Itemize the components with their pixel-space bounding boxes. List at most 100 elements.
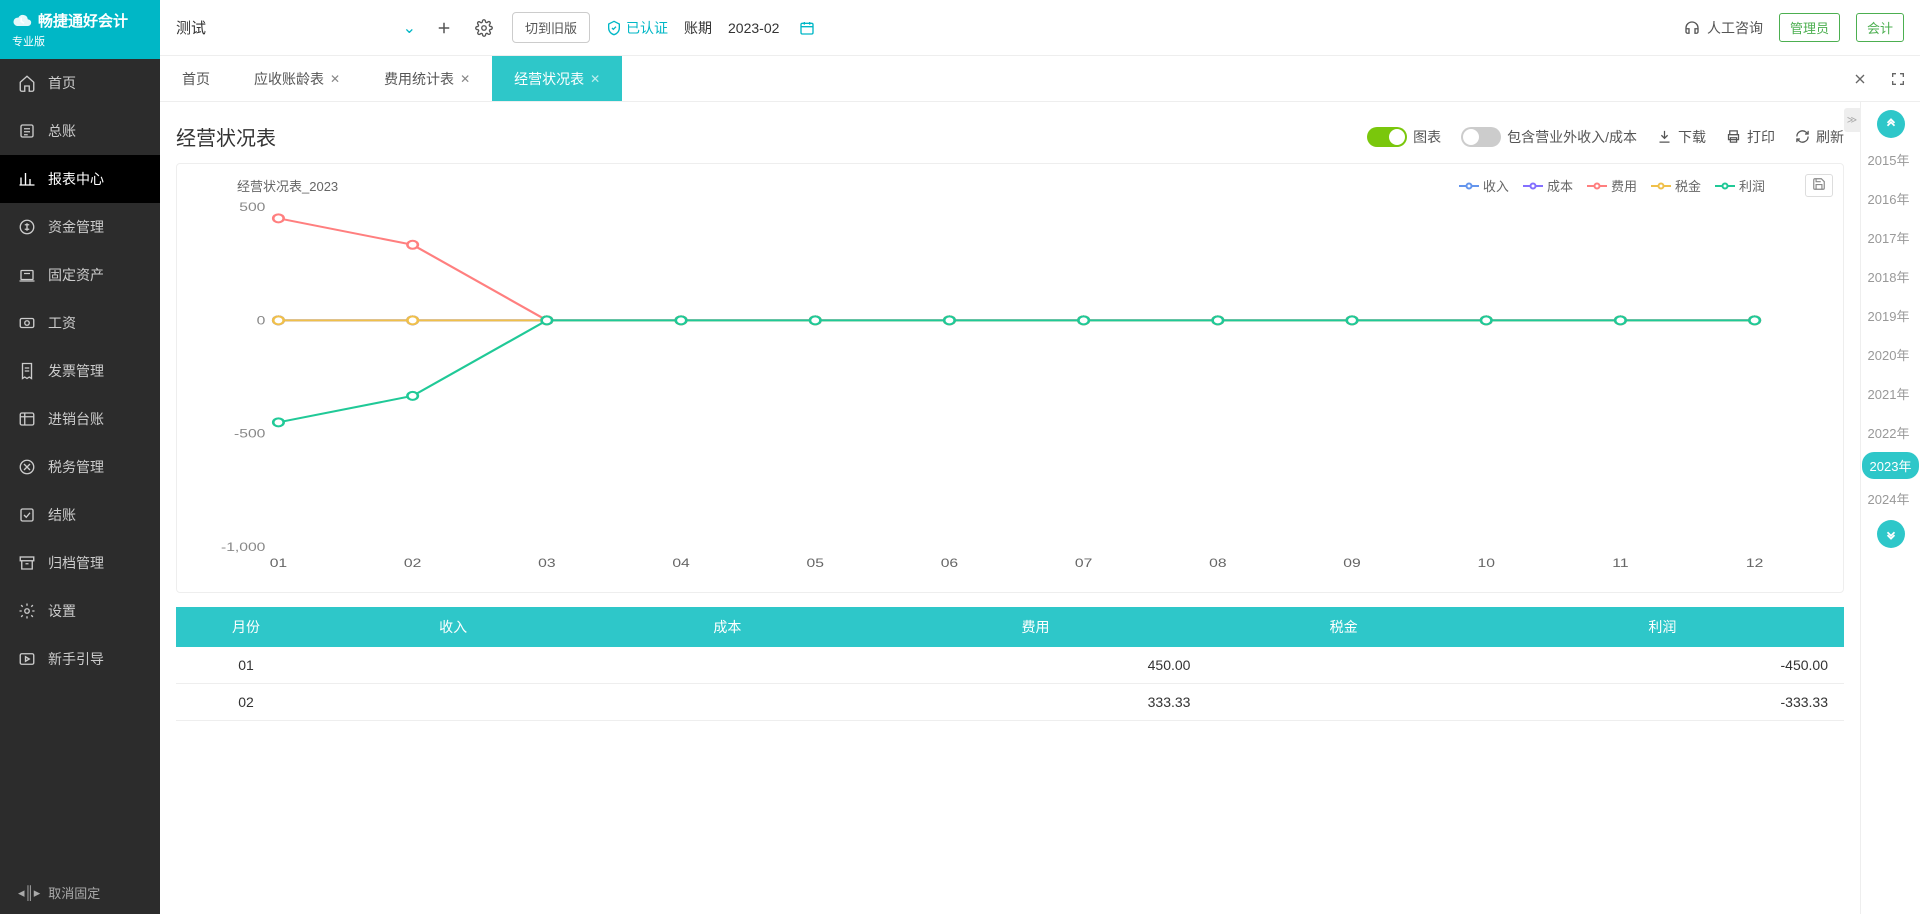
role-admin-badge[interactable]: 管理员 <box>1779 13 1840 42</box>
include-toggle[interactable]: 包含营业外收入/成本 <box>1461 127 1637 147</box>
sidebar-item-inventory[interactable]: 进销台账 <box>0 395 160 443</box>
download-icon <box>1657 129 1672 144</box>
sidebar-unpin[interactable]: ◂║▸ 取消固定 <box>0 871 160 914</box>
fullscreen-icon[interactable] <box>1884 65 1912 93</box>
legend-marker-icon <box>1523 181 1543 191</box>
table-cell <box>590 684 864 721</box>
chart-save-button[interactable] <box>1805 174 1833 197</box>
ledger-icon <box>18 122 36 140</box>
topbar: 测试 ⌄ 切到旧版 已认证 账期 2023-02 人工 <box>160 0 1920 56</box>
logo-area: 畅捷通好会计 专业版 <box>0 0 160 59</box>
role-accountant-badge[interactable]: 会计 <box>1856 13 1904 42</box>
data-table: 月份收入成本费用税金利润 01450.00-450.0002333.33-333… <box>176 607 1844 721</box>
tab-close-icon[interactable]: ✕ <box>460 72 470 86</box>
close-all-tabs-icon[interactable] <box>1846 65 1874 93</box>
company-selector[interactable]: 测试 ⌄ <box>176 17 416 38</box>
table-cell <box>1206 684 1480 721</box>
table-header: 利润 <box>1481 607 1844 647</box>
tab-item[interactable]: 首页 <box>160 56 232 101</box>
legend-item[interactable]: 费用 <box>1587 176 1637 195</box>
table-header: 成本 <box>590 607 864 647</box>
switch-old-button[interactable]: 切到旧版 <box>512 12 590 43</box>
chart-toggle[interactable]: 图表 <box>1367 127 1441 147</box>
tab-close-icon[interactable]: ✕ <box>330 72 340 86</box>
svg-text:06: 06 <box>941 556 959 570</box>
print-button[interactable]: 打印 <box>1726 127 1775 147</box>
year-item[interactable]: 2018年 <box>1862 257 1920 296</box>
toggle-off-icon <box>1461 127 1501 147</box>
svg-text:04: 04 <box>672 556 690 570</box>
refresh-button[interactable]: 刷新 <box>1795 127 1844 147</box>
legend-item[interactable]: 成本 <box>1523 176 1573 195</box>
svg-text:0: 0 <box>257 313 266 327</box>
sidebar-item-ledger[interactable]: 总账 <box>0 107 160 155</box>
sidebar-item-label: 税务管理 <box>48 457 104 477</box>
logo-icon <box>12 11 32 31</box>
download-button[interactable]: 下载 <box>1657 127 1706 147</box>
sidebar-item-funds[interactable]: 资金管理 <box>0 203 160 251</box>
legend-item[interactable]: 税金 <box>1651 176 1701 195</box>
legend-label: 利润 <box>1739 176 1765 195</box>
legend-label: 收入 <box>1483 176 1509 195</box>
close-icon <box>18 506 36 524</box>
chart-area: 经营状况表_2023 收入成本费用税金利润 -1,000-50005000102… <box>176 163 1844 593</box>
add-icon[interactable] <box>432 16 456 40</box>
legend-label: 费用 <box>1611 176 1637 195</box>
year-up-button[interactable] <box>1877 110 1905 138</box>
tab-item[interactable]: 费用统计表 ✕ <box>362 56 492 101</box>
svg-text:05: 05 <box>807 556 825 570</box>
sidebar-item-settings[interactable]: 设置 <box>0 587 160 635</box>
sidebar-item-label: 报表中心 <box>48 169 104 189</box>
calendar-icon[interactable] <box>795 16 819 40</box>
svg-text:12: 12 <box>1746 556 1764 570</box>
year-item[interactable]: 2021年 <box>1862 374 1920 413</box>
year-item[interactable]: 2015年 <box>1862 140 1920 179</box>
sidebar-item-home[interactable]: 首页 <box>0 59 160 107</box>
svg-text:500: 500 <box>239 200 265 214</box>
shield-icon <box>606 20 622 36</box>
sidebar-item-label: 归档管理 <box>48 553 104 573</box>
year-item[interactable]: 2017年 <box>1862 218 1920 257</box>
settings-icon <box>18 602 36 620</box>
consult-button[interactable]: 人工咨询 <box>1683 18 1763 38</box>
legend-item[interactable]: 利润 <box>1715 176 1765 195</box>
sidebar-item-report[interactable]: 报表中心 <box>0 155 160 203</box>
sidebar-item-label: 进销台账 <box>48 409 104 429</box>
tab-label: 经营状况表 <box>514 69 584 89</box>
collapse-panel-icon[interactable]: ≫ <box>1844 108 1860 132</box>
sidebar-item-label: 总账 <box>48 121 76 141</box>
sidebar-item-guide[interactable]: 新手引导 <box>0 635 160 683</box>
legend-marker-icon <box>1587 181 1607 191</box>
tab-label: 费用统计表 <box>384 69 454 89</box>
tab-item[interactable]: 经营状况表 ✕ <box>492 56 622 101</box>
year-down-button[interactable] <box>1877 520 1905 548</box>
logo-brand: 畅捷通好会计 <box>12 10 148 31</box>
gear-icon[interactable] <box>472 16 496 40</box>
verified-badge: 已认证 <box>606 18 668 38</box>
year-item[interactable]: 2022年 <box>1862 413 1920 452</box>
legend-item[interactable]: 收入 <box>1459 176 1509 195</box>
table-row: 02333.33-333.33 <box>176 684 1844 721</box>
year-item[interactable]: 2019年 <box>1862 296 1920 335</box>
year-item[interactable]: 2020年 <box>1862 335 1920 374</box>
sidebar-item-tax[interactable]: 税务管理 <box>0 443 160 491</box>
svg-text:11: 11 <box>1612 556 1629 570</box>
sidebar-item-salary[interactable]: 工资 <box>0 299 160 347</box>
guide-icon <box>18 650 36 668</box>
sidebar-item-close[interactable]: 结账 <box>0 491 160 539</box>
tab-item[interactable]: 应收账龄表✕ <box>232 56 362 101</box>
year-item[interactable]: 2023年 <box>1862 452 1920 479</box>
year-item[interactable]: 2024年 <box>1862 479 1920 518</box>
chevron-down-icon <box>1884 527 1898 541</box>
sidebar-item-archive[interactable]: 归档管理 <box>0 539 160 587</box>
sidebar-item-asset[interactable]: 固定资产 <box>0 251 160 299</box>
home-icon <box>18 74 36 92</box>
table-header: 费用 <box>864 607 1206 647</box>
year-item[interactable]: 2016年 <box>1862 179 1920 218</box>
tab-close-icon[interactable]: ✕ <box>590 72 600 86</box>
sidebar-item-label: 结账 <box>48 505 76 525</box>
table-cell: -450.00 <box>1481 647 1844 684</box>
sidebar-item-label: 固定资产 <box>48 265 104 285</box>
sidebar-item-invoice[interactable]: 发票管理 <box>0 347 160 395</box>
period-value[interactable]: 2023-02 <box>728 20 779 36</box>
